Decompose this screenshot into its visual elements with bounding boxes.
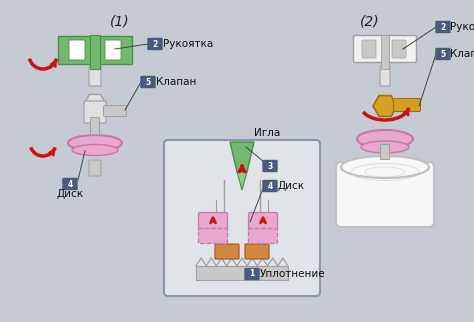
FancyBboxPatch shape — [336, 162, 434, 227]
Ellipse shape — [68, 135, 122, 151]
FancyBboxPatch shape — [244, 268, 260, 280]
FancyBboxPatch shape — [199, 229, 228, 243]
Text: Клапан: Клапан — [156, 77, 196, 87]
Text: Диск: Диск — [278, 181, 305, 191]
FancyBboxPatch shape — [435, 21, 451, 33]
FancyBboxPatch shape — [89, 66, 101, 86]
FancyBboxPatch shape — [262, 160, 278, 172]
Ellipse shape — [341, 156, 429, 178]
FancyBboxPatch shape — [62, 178, 78, 190]
Text: Диск: Диск — [56, 189, 83, 199]
FancyBboxPatch shape — [248, 213, 277, 232]
FancyBboxPatch shape — [245, 244, 269, 259]
FancyBboxPatch shape — [103, 106, 127, 117]
Text: (2): (2) — [360, 14, 380, 28]
FancyBboxPatch shape — [381, 145, 390, 159]
Text: 1: 1 — [249, 270, 255, 279]
FancyBboxPatch shape — [392, 40, 406, 58]
FancyBboxPatch shape — [91, 118, 100, 135]
FancyBboxPatch shape — [435, 48, 451, 60]
Text: Рукоятка: Рукоятка — [450, 22, 474, 32]
Text: 4: 4 — [67, 179, 73, 188]
Polygon shape — [230, 142, 254, 172]
FancyBboxPatch shape — [381, 35, 389, 69]
FancyBboxPatch shape — [164, 140, 320, 296]
FancyBboxPatch shape — [354, 35, 417, 62]
FancyBboxPatch shape — [248, 229, 277, 243]
Ellipse shape — [72, 145, 118, 156]
FancyBboxPatch shape — [262, 180, 278, 192]
FancyBboxPatch shape — [140, 76, 155, 88]
Text: Рукоятка: Рукоятка — [163, 39, 213, 49]
FancyBboxPatch shape — [393, 99, 420, 111]
Text: Клапан: Клапан — [450, 49, 474, 59]
FancyBboxPatch shape — [196, 266, 288, 280]
FancyBboxPatch shape — [89, 160, 101, 176]
FancyBboxPatch shape — [105, 40, 121, 60]
FancyBboxPatch shape — [58, 36, 132, 64]
FancyBboxPatch shape — [84, 101, 106, 123]
FancyBboxPatch shape — [215, 244, 239, 259]
Text: 5: 5 — [440, 50, 446, 59]
Text: 2: 2 — [152, 40, 158, 49]
Text: Уплотнение: Уплотнение — [260, 269, 326, 279]
FancyBboxPatch shape — [362, 40, 376, 58]
Polygon shape — [237, 172, 247, 190]
Text: (1): (1) — [110, 14, 130, 28]
FancyBboxPatch shape — [199, 213, 228, 232]
Text: 4: 4 — [267, 182, 273, 191]
Text: 2: 2 — [440, 23, 446, 32]
FancyBboxPatch shape — [90, 35, 100, 69]
Text: Игла: Игла — [254, 128, 280, 138]
FancyBboxPatch shape — [147, 38, 163, 50]
Text: 5: 5 — [146, 78, 151, 87]
Ellipse shape — [357, 130, 413, 148]
Ellipse shape — [361, 141, 409, 153]
FancyBboxPatch shape — [69, 40, 85, 60]
Text: 3: 3 — [267, 162, 273, 171]
FancyBboxPatch shape — [380, 66, 390, 86]
